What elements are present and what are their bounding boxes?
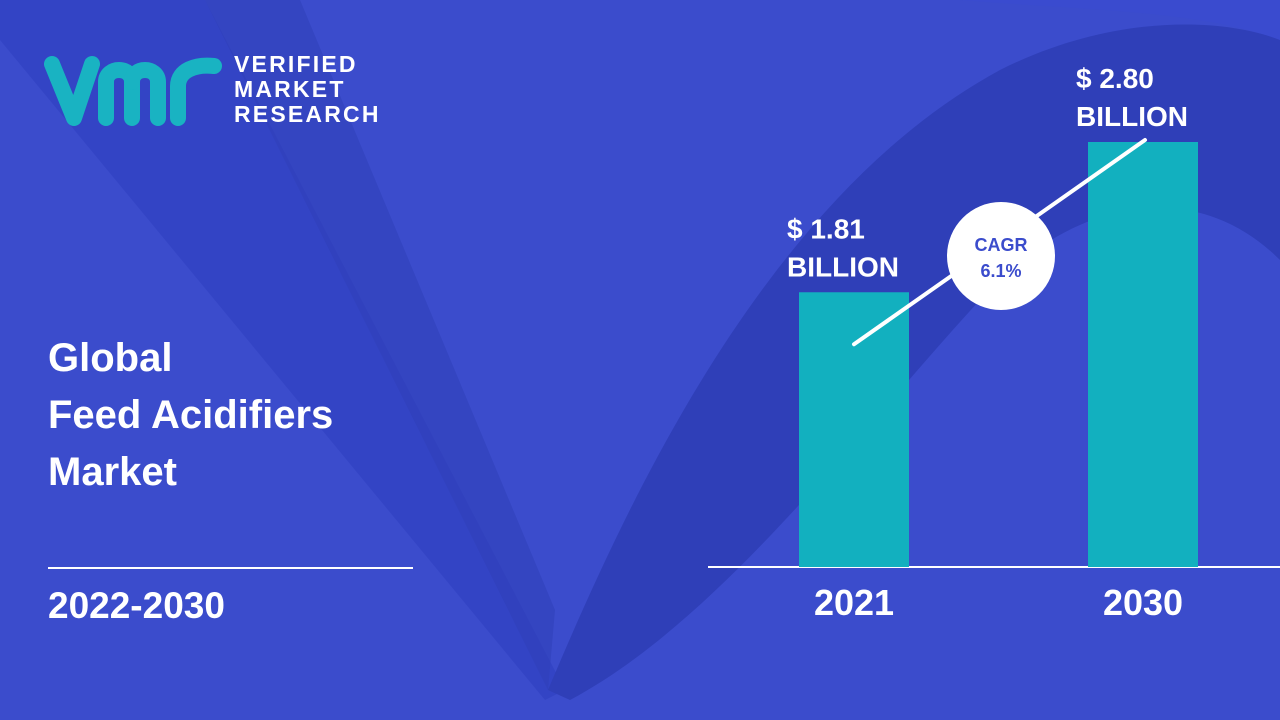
- brand-name: VERIFIED MARKET RESEARCH: [234, 52, 381, 127]
- cagr-badge: [947, 202, 1055, 310]
- value-label-2030-line-2: BILLION: [1076, 101, 1188, 132]
- vmr-logo-mark: [44, 56, 222, 126]
- value-label-2030-line-1: $ 2.80: [1076, 63, 1154, 94]
- category-label-2021: 2021: [814, 582, 894, 623]
- market-size-chart: $ 1.81 BILLION 2021 $ 2.80 BILLION 2030 CAGR 6.…: [708, 63, 1280, 623]
- cagr-value: 6.1%: [980, 261, 1021, 281]
- brand-name-line-2: MARKET: [234, 76, 346, 102]
- bar-2030: [1088, 142, 1198, 567]
- brand-name-line-1: VERIFIED: [234, 51, 358, 77]
- forecast-period: 2022-2030: [48, 585, 225, 626]
- cagr-label: CAGR: [975, 235, 1028, 255]
- brand-name-line-3: RESEARCH: [234, 101, 381, 127]
- bar-2021: [799, 292, 909, 567]
- report-title-line-1: Global: [48, 336, 173, 380]
- title-divider: [48, 567, 413, 569]
- report-title-line-2: Feed Acidifiers: [48, 393, 334, 437]
- category-label-2030: 2030: [1103, 582, 1183, 623]
- brand-logo: VERIFIED MARKET RESEARCH: [44, 52, 404, 132]
- report-title-line-3: Market: [48, 450, 177, 494]
- report-title: Global Feed Acidifiers Market: [48, 330, 333, 501]
- value-label-2021-line-1: $ 1.81: [787, 213, 865, 244]
- value-label-2021-line-2: BILLION: [787, 251, 899, 282]
